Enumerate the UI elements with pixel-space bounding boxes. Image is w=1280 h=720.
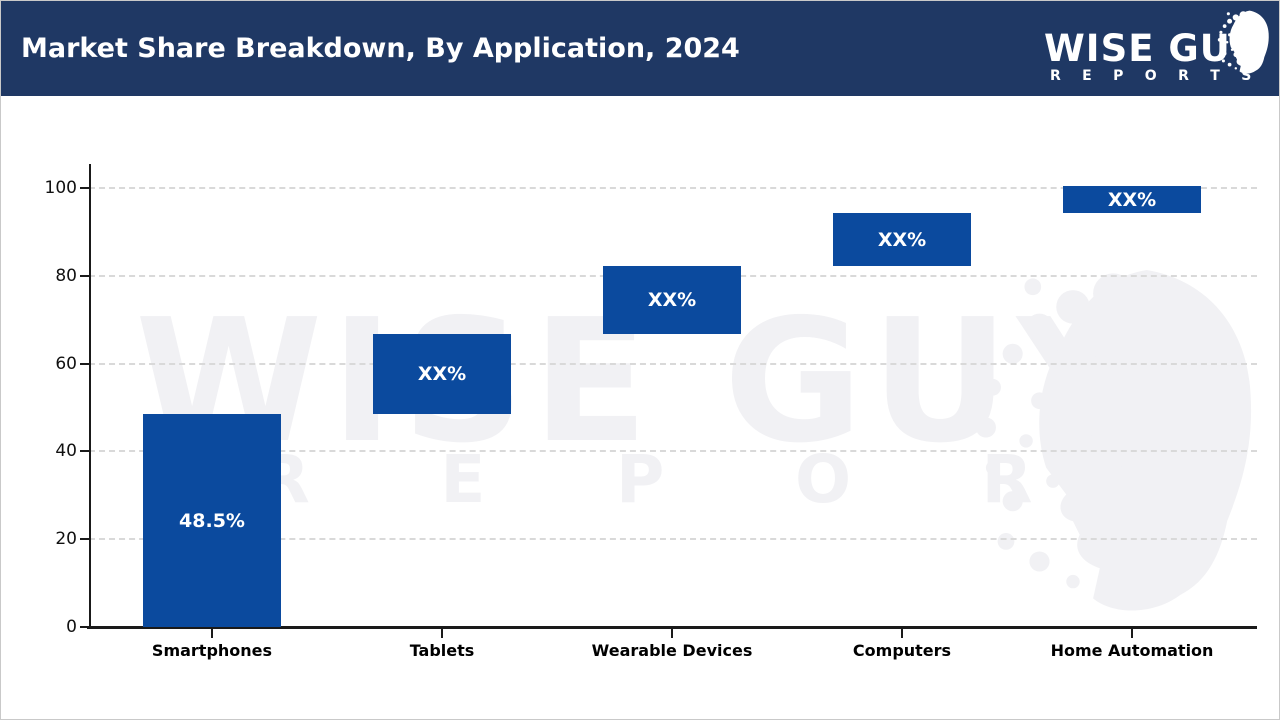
gridline — [89, 538, 1257, 541]
bar-value-label: XX% — [1107, 188, 1157, 211]
bar-value-label: XX% — [417, 362, 467, 385]
logo-reports-text: R E P O R T S — [1050, 68, 1262, 84]
page-title: Market Share Breakdown, By Application, … — [21, 33, 740, 64]
bar-wearable-devices: XX% — [603, 265, 741, 334]
gridline — [89, 362, 1257, 365]
x-axis-label: Computers — [852, 641, 952, 660]
y-axis-tick — [80, 187, 89, 189]
x-axis-tick — [1131, 629, 1133, 638]
x-axis-line — [87, 626, 1257, 629]
y-axis-tick — [80, 626, 89, 628]
x-axis-label: Home Automation — [1050, 641, 1214, 660]
x-axis-label: Wearable Devices — [591, 641, 753, 660]
x-axis-tick — [441, 629, 443, 638]
bar-home-automation: XX% — [1063, 186, 1201, 214]
x-axis-tick — [671, 629, 673, 638]
y-tick-label: 60 — [55, 353, 77, 374]
bar-computers: XX% — [833, 213, 971, 266]
bar-value-label: XX% — [877, 228, 927, 251]
y-axis-tick — [80, 538, 89, 541]
bar-smartphones: 48.5% — [143, 414, 281, 627]
y-tick-label: 80 — [55, 265, 77, 286]
logo-face-icon — [1217, 10, 1269, 74]
y-axis-tick — [80, 362, 89, 365]
y-tick-label: 0 — [66, 617, 77, 637]
bar-value-label: 48.5% — [179, 509, 245, 532]
y-axis-tick — [80, 450, 89, 453]
y-tick-label: 100 — [44, 178, 77, 198]
gridline — [89, 187, 1257, 189]
y-tick-label: 20 — [55, 529, 77, 550]
logo-wiseguy-text: WISE GUY — [1044, 27, 1259, 70]
gridline — [89, 450, 1257, 453]
header-bar: Market Share Breakdown, By Application, … — [1, 1, 1279, 96]
watermark-face-icon — [975, 270, 1252, 611]
x-axis-label: Tablets — [409, 641, 475, 660]
x-axis-tick — [901, 629, 903, 638]
y-axis-tick — [80, 274, 89, 277]
x-axis-tick — [211, 629, 213, 638]
bar-tablets: XX% — [373, 333, 511, 415]
wise-guy-reports-logo: WISE GUY R E P O R T S — [1008, 5, 1273, 92]
bar-value-label: XX% — [647, 288, 697, 311]
y-axis-line — [89, 164, 91, 628]
x-axis-label: Smartphones — [151, 641, 273, 660]
y-tick-label: 40 — [55, 441, 77, 462]
